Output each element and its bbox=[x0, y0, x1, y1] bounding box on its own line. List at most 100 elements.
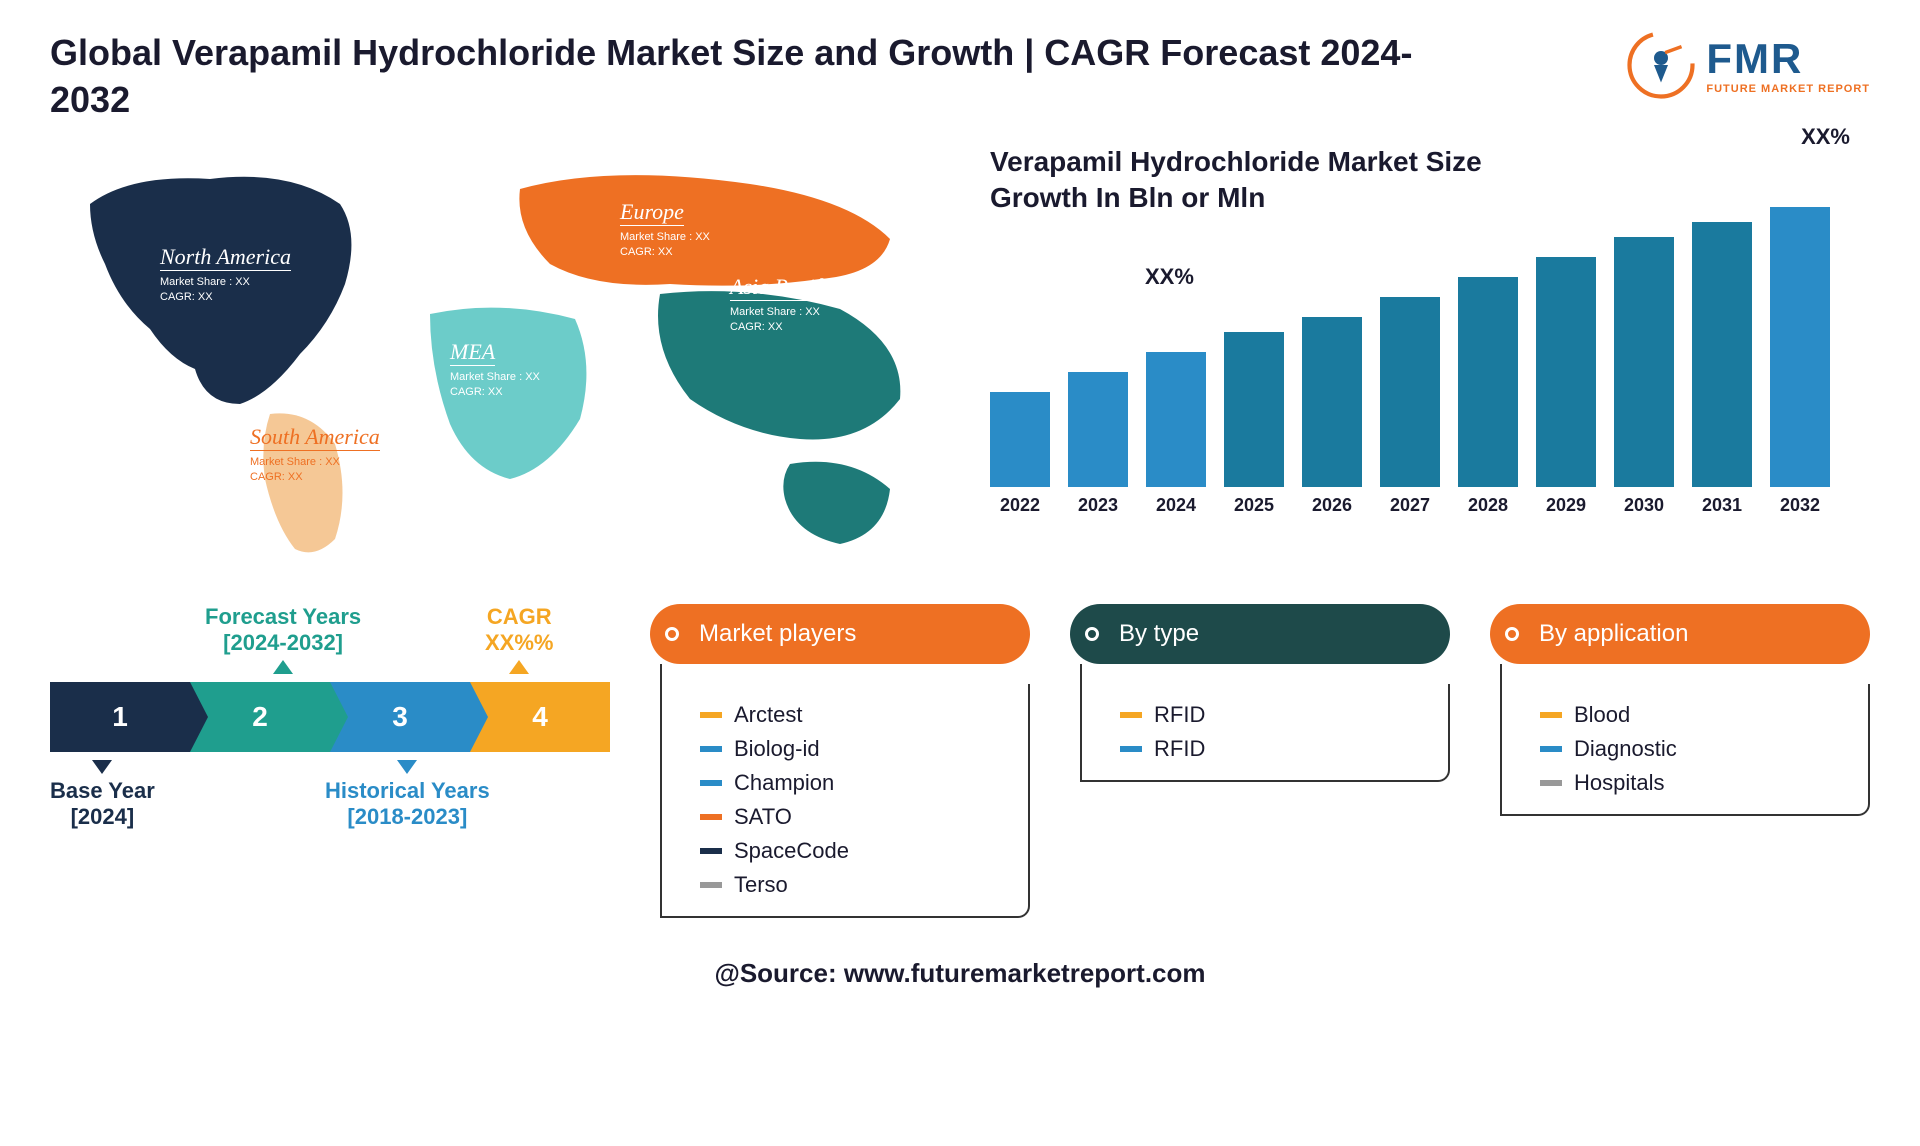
timeline-segment: 2 bbox=[190, 682, 330, 752]
bullet-icon bbox=[700, 780, 722, 786]
bar bbox=[1692, 222, 1752, 487]
region-label-ap: Asia Pacific Market Share : XX CAGR: XX bbox=[730, 274, 837, 336]
timeline-base-label: Base Year [2024] bbox=[50, 760, 155, 830]
timeline-area: Forecast Years [2024-2032] CAGR XX%% 123… bbox=[50, 604, 610, 850]
bar-wrap: 2030 bbox=[1614, 237, 1674, 516]
bar-label: 2023 bbox=[1078, 495, 1118, 516]
bar-label: 2026 bbox=[1312, 495, 1352, 516]
bar-label: 2028 bbox=[1468, 495, 1508, 516]
bullet-icon bbox=[700, 814, 722, 820]
bar-wrap: 2025 bbox=[1224, 332, 1284, 516]
list-item-label: Arctest bbox=[734, 702, 802, 728]
bar bbox=[1146, 352, 1206, 487]
arrow-up-icon bbox=[273, 660, 293, 674]
list-item: Terso bbox=[700, 872, 1008, 898]
bar bbox=[1302, 317, 1362, 487]
category-title: By type bbox=[1119, 620, 1199, 648]
bar-wrap: 2024 bbox=[1146, 352, 1206, 516]
chart-annotation-right: XX% bbox=[1801, 124, 1850, 150]
timeline-segment: 4 bbox=[470, 682, 610, 752]
logo-text-main: FMR bbox=[1706, 35, 1870, 83]
list-item-label: Blood bbox=[1574, 702, 1630, 728]
bullet-icon bbox=[1540, 780, 1562, 786]
bar bbox=[1380, 297, 1440, 487]
bullet-icon bbox=[1505, 627, 1519, 641]
category-list: Arctest Biolog-id Champion SATO SpaceCode Ter… bbox=[660, 684, 1030, 918]
region-label-eu: Europe Market Share : XX CAGR: XX bbox=[620, 199, 710, 261]
timeline-bar: 1234 bbox=[50, 682, 610, 752]
bullet-icon bbox=[1085, 627, 1099, 641]
timeline-forecast-label: Forecast Years [2024-2032] bbox=[205, 604, 361, 674]
world-map: North America Market Share : XX CAGR: XX… bbox=[50, 144, 950, 564]
list-item: RFID bbox=[1120, 702, 1428, 728]
bar-label: 2032 bbox=[1780, 495, 1820, 516]
list-item: SpaceCode bbox=[700, 838, 1008, 864]
list-item-label: Champion bbox=[734, 770, 834, 796]
bullet-icon bbox=[665, 627, 679, 641]
category-title: By application bbox=[1539, 620, 1688, 648]
list-item-label: SATO bbox=[734, 804, 792, 830]
bar-label: 2029 bbox=[1546, 495, 1586, 516]
list-item: Blood bbox=[1540, 702, 1848, 728]
category-area: Market players Arctest Biolog-id Champion S… bbox=[650, 604, 1870, 918]
bar-wrap: 2032 bbox=[1770, 207, 1830, 516]
logo-text-sub: FUTURE MARKET REPORT bbox=[1706, 83, 1870, 95]
arrow-down-icon bbox=[397, 760, 417, 774]
bar bbox=[1536, 257, 1596, 487]
list-item: RFID bbox=[1120, 736, 1428, 762]
region-label-sa: South America Market Share : XX CAGR: XX bbox=[250, 424, 380, 486]
arrow-up-icon bbox=[509, 660, 529, 674]
logo-icon bbox=[1626, 30, 1696, 100]
source-text: @Source: www.futuremarketreport.com bbox=[50, 958, 1870, 989]
bar-label: 2030 bbox=[1624, 495, 1664, 516]
bar-wrap: 2026 bbox=[1302, 317, 1362, 516]
list-item-label: RFID bbox=[1154, 702, 1205, 728]
category-title: Market players bbox=[699, 620, 856, 648]
list-item: Biolog-id bbox=[700, 736, 1008, 762]
list-item: Arctest bbox=[700, 702, 1008, 728]
category-market-players: Market players Arctest Biolog-id Champion S… bbox=[650, 604, 1030, 918]
bar-wrap: 2022 bbox=[990, 392, 1050, 516]
bar-wrap: 2029 bbox=[1536, 257, 1596, 516]
list-item: SATO bbox=[700, 804, 1008, 830]
arrow-down-icon bbox=[92, 760, 112, 774]
bar-label: 2024 bbox=[1156, 495, 1196, 516]
bar bbox=[1458, 277, 1518, 487]
top-section: North America Market Share : XX CAGR: XX… bbox=[50, 144, 1870, 564]
bar-wrap: 2031 bbox=[1692, 222, 1752, 516]
header: Global Verapamil Hydrochloride Market Si… bbox=[50, 30, 1870, 124]
bar bbox=[990, 392, 1050, 487]
bar-label: 2022 bbox=[1000, 495, 1040, 516]
logo: FMR FUTURE MARKET REPORT bbox=[1626, 30, 1870, 100]
list-item-label: Hospitals bbox=[1574, 770, 1664, 796]
list-item: Diagnostic bbox=[1540, 736, 1848, 762]
timeline-cagr-label: CAGR XX%% bbox=[485, 604, 553, 674]
list-item-label: Terso bbox=[734, 872, 788, 898]
bar-wrap: 2028 bbox=[1458, 277, 1518, 516]
bullet-icon bbox=[1120, 746, 1142, 752]
bar-chart: 2022 2023 2024 2025 2026 2027 2028 2029 2030 2031… bbox=[990, 236, 1870, 516]
bar bbox=[1770, 207, 1830, 487]
bar bbox=[1068, 372, 1128, 487]
bar-label: 2027 bbox=[1390, 495, 1430, 516]
region-label-na: North America Market Share : XX CAGR: XX bbox=[160, 244, 291, 306]
category-by-type: By type RFID RFID bbox=[1070, 604, 1450, 918]
bar bbox=[1224, 332, 1284, 487]
bar-wrap: 2023 bbox=[1068, 372, 1128, 516]
bar-label: 2031 bbox=[1702, 495, 1742, 516]
timeline-segment: 3 bbox=[330, 682, 470, 752]
bar-label: 2025 bbox=[1234, 495, 1274, 516]
page-title: Global Verapamil Hydrochloride Market Si… bbox=[50, 30, 1450, 124]
bullet-icon bbox=[700, 746, 722, 752]
list-item-label: Biolog-id bbox=[734, 736, 820, 762]
list-item-label: Diagnostic bbox=[1574, 736, 1677, 762]
bottom-section: Forecast Years [2024-2032] CAGR XX%% 123… bbox=[50, 604, 1870, 918]
timeline-hist-label: Historical Years [2018-2023] bbox=[325, 760, 490, 830]
bar-chart-area: Verapamil Hydrochloride Market Size Grow… bbox=[990, 144, 1870, 564]
bullet-icon bbox=[700, 848, 722, 854]
bullet-icon bbox=[700, 712, 722, 718]
category-list: RFID RFID bbox=[1080, 684, 1450, 782]
list-item-label: RFID bbox=[1154, 736, 1205, 762]
bullet-icon bbox=[700, 882, 722, 888]
bullet-icon bbox=[1120, 712, 1142, 718]
